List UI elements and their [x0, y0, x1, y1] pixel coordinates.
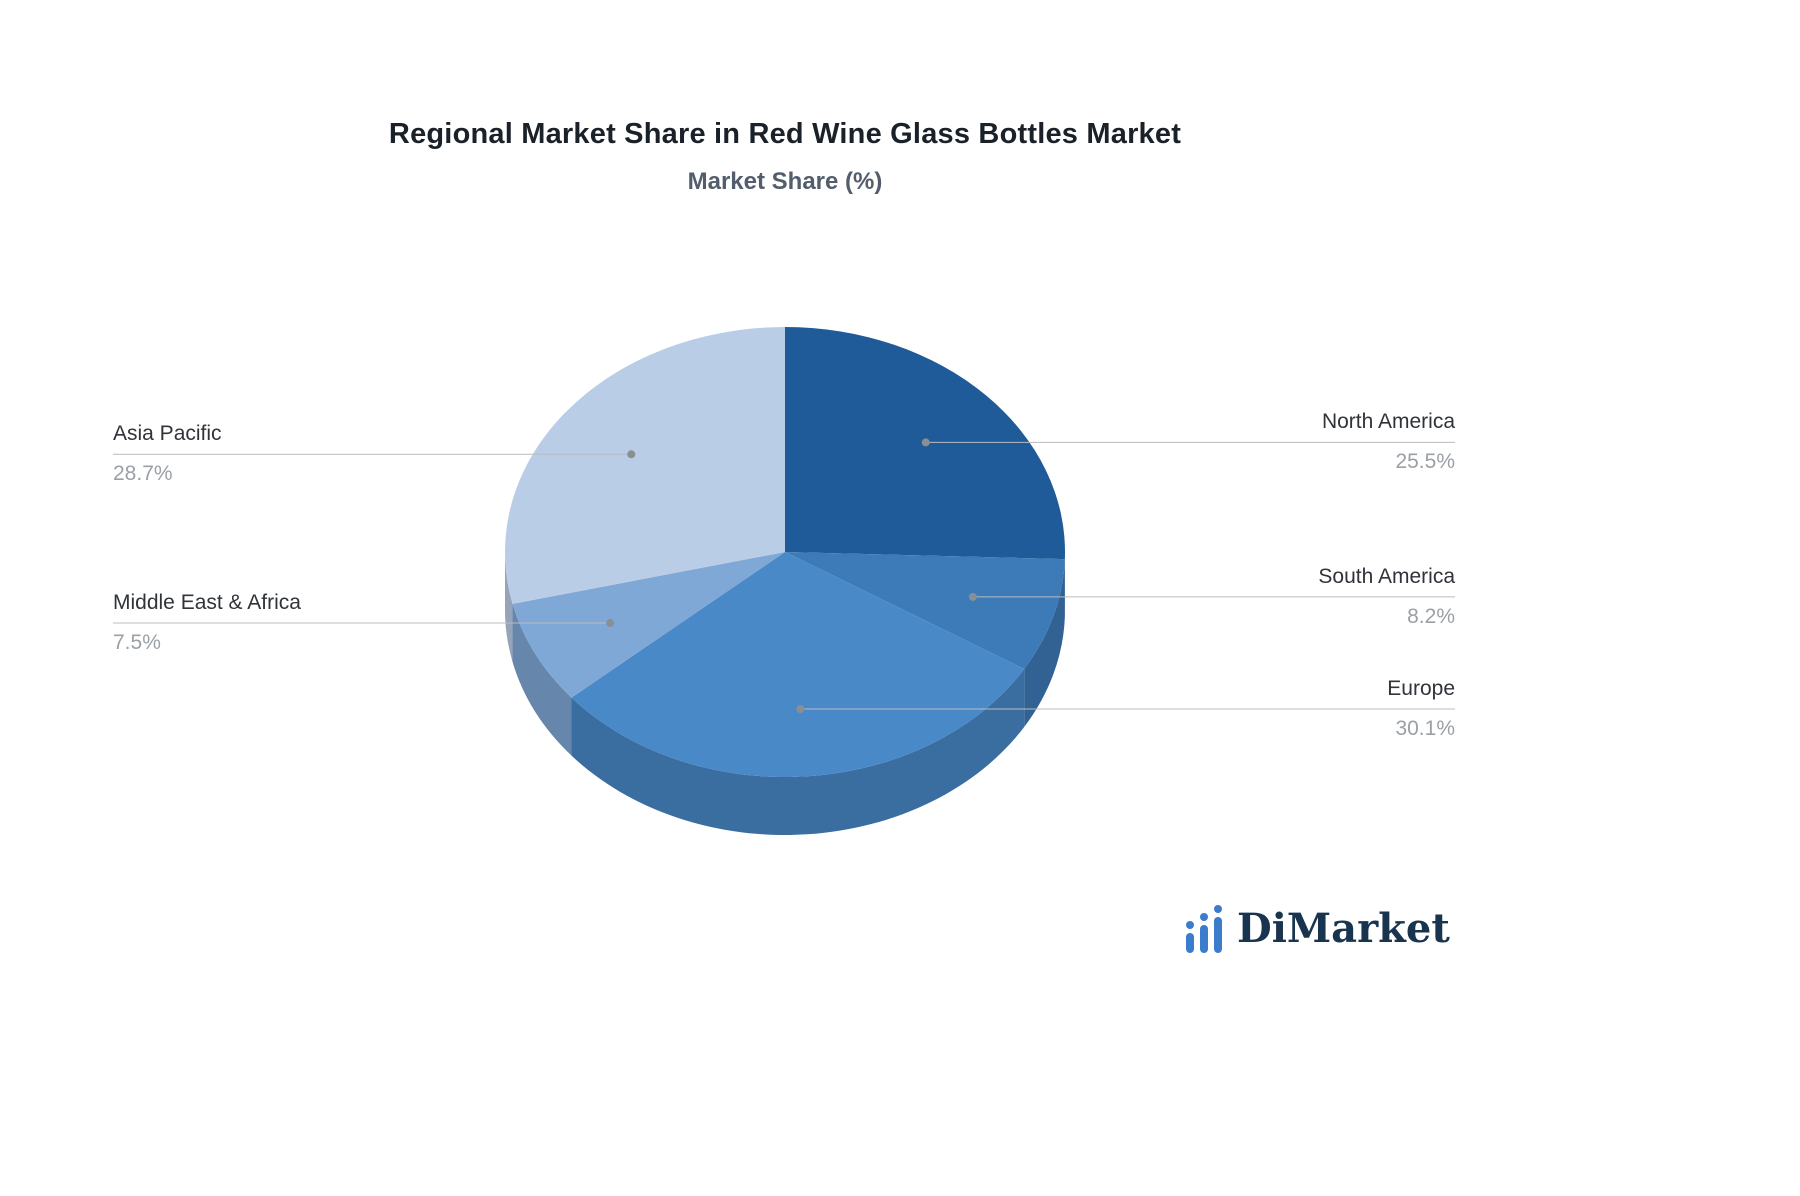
slice-value: 30.1%: [1395, 717, 1455, 740]
brand-logo: DiMarket: [1183, 903, 1450, 955]
label-north-america: North America 25.5%: [1095, 408, 1455, 476]
slice-value: 25.5%: [1395, 450, 1455, 474]
chart-title: Regional Market Share in Red Wine Glass …: [388, 118, 1182, 150]
label-asia-pacific: Asia Pacific 28.7%: [113, 420, 473, 488]
label-middle-east-africa: Middle East & Africa 7.5%: [113, 589, 473, 657]
slice-name: Asia Pacific: [113, 422, 222, 446]
slice-value: 8.2%: [1407, 604, 1455, 628]
chart-subtitle: Market Share (%): [687, 168, 883, 195]
brand-logo-text: DiMarket: [1237, 905, 1450, 952]
label-europe: Europe 30.1%: [1095, 675, 1455, 743]
slice-name: North America: [1321, 410, 1455, 434]
slice-name: Middle East & Africa: [113, 591, 301, 615]
label-south-america: South America 8.2%: [1095, 563, 1455, 631]
dimarket-logo-icon: [1186, 905, 1222, 953]
slice-name: South America: [1318, 564, 1455, 588]
slice-value: 7.5%: [113, 631, 161, 655]
slice-value: 28.7%: [113, 462, 173, 486]
slice-name: Europe: [1387, 677, 1455, 700]
